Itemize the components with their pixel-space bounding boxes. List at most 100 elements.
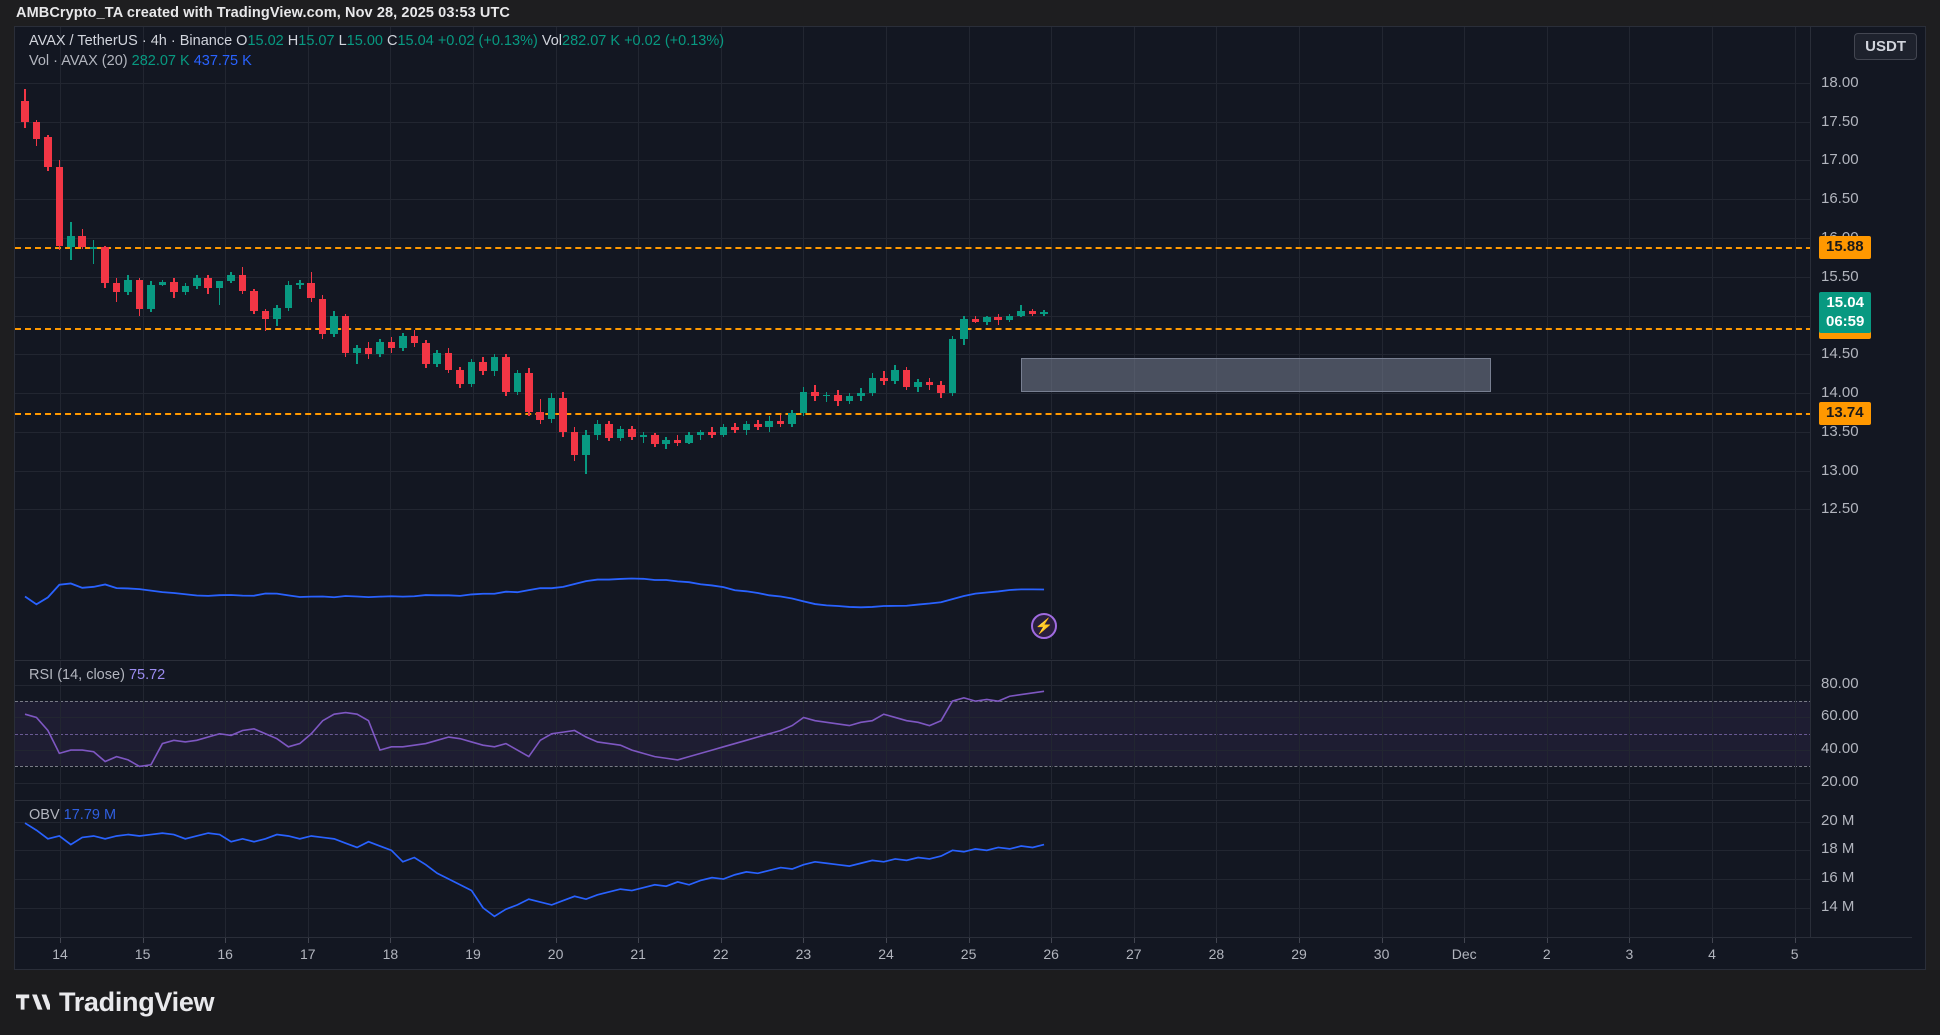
time-axis-label: 20 [547, 946, 564, 962]
candle-body [914, 382, 922, 387]
time-axis-tick [1546, 938, 1548, 943]
price-pane[interactable]: ⚡ AVAX / TetherUS · 4h · Binance O15.02 … [15, 27, 1912, 659]
time-axis-label: 3 [1625, 946, 1634, 962]
candle-body [857, 393, 865, 397]
obv-line [24, 822, 1045, 918]
rsi-indicator-legend[interactable]: RSI (14, close) 75.72 [29, 667, 165, 683]
gridline-v [473, 27, 474, 659]
candle-wick [92, 239, 95, 265]
obv-axis-tick: 18 M [1821, 840, 1855, 858]
candle-body [101, 247, 109, 283]
price-level-line[interactable] [15, 413, 1912, 416]
time-axis-label: 24 [878, 946, 894, 962]
gridline-v [803, 801, 805, 937]
candle-body [719, 427, 728, 436]
gridline-h [15, 431, 1912, 433]
price-level-badge[interactable]: 13.74 [1819, 402, 1871, 425]
legend-interval[interactable]: 4h [150, 33, 167, 49]
candle-body [227, 275, 235, 282]
candle-body [673, 439, 682, 443]
time-axis-label: 14 [52, 946, 68, 962]
last-price-badge[interactable]: 15.04 06:59 [1819, 292, 1872, 334]
gridline-v [555, 27, 557, 659]
candle-body [135, 279, 144, 310]
time-axis[interactable]: 14 15 16 17 18 19 20 21 22 23 24 25 26 27 28 29 30 Dec 2 3 4… [15, 937, 1912, 969]
gridline-v [1299, 801, 1300, 937]
time-axis-label: 30 [1373, 946, 1390, 962]
candle-body [559, 397, 567, 432]
candle-body [811, 391, 819, 397]
candle-body [55, 166, 64, 246]
obv-legend-title: OBV [29, 807, 60, 823]
legend-volume-change: +0.02 [624, 33, 661, 49]
gridline-v [968, 661, 970, 799]
time-axis-tick [225, 938, 227, 943]
gridline-v [1381, 27, 1383, 659]
candle-body [639, 435, 648, 437]
gridline-v [473, 801, 474, 937]
candle-body [628, 428, 636, 437]
gridline-v [1712, 801, 1713, 937]
legend-symbol[interactable]: AVAX / TetherUS [29, 33, 138, 49]
gridline-v [1712, 27, 1713, 659]
volume-ma-polyline [24, 577, 1045, 609]
gridline-h [15, 199, 1912, 201]
volume-indicator-legend[interactable]: Vol · AVAX (20) 282.07 K 437.75 K [29, 53, 252, 69]
price-level-line[interactable] [15, 247, 1912, 250]
rsi-band-line [15, 733, 1912, 735]
attribution-text: AMBCrypto_TA created with TradingView.co… [16, 5, 510, 21]
rsi-legend-value: 75.72 [128, 667, 166, 683]
gridline-v [1216, 661, 1218, 799]
candle-body [1040, 312, 1048, 315]
gridline-h [15, 276, 1912, 278]
last-price-countdown: 06:59 [1826, 312, 1865, 330]
time-axis-label: 15 [134, 946, 151, 962]
gridline-v [142, 801, 144, 937]
candle-body [960, 318, 968, 339]
time-axis-label: 21 [630, 946, 646, 962]
gridline-h [15, 907, 1912, 909]
obv-pane-background [15, 801, 1912, 937]
rsi-line [24, 690, 1045, 768]
candle-body [32, 121, 41, 139]
gridline-v [225, 27, 227, 659]
candle-body [364, 348, 373, 355]
obv-pane[interactable]: OBV 17.79 M [15, 800, 1912, 937]
rsi-pane[interactable]: RSI (14, close) 75.72 [15, 660, 1912, 799]
candle-body [67, 236, 75, 248]
gridline-v [555, 661, 557, 799]
time-axis-tick [60, 938, 61, 943]
candle-body [44, 137, 52, 167]
gridline-v [60, 661, 61, 799]
gridline-h [15, 509, 1912, 511]
candle-body [410, 335, 419, 344]
price-level-badge[interactable]: 15.88 [1819, 236, 1871, 259]
gridline-h [15, 717, 1912, 719]
gridline-v [886, 801, 887, 937]
gridline-v [1546, 27, 1548, 659]
volume-legend-ma: 437.75 K [193, 53, 252, 69]
legend-close-value: 15.04 [397, 33, 434, 49]
gridline-h [15, 750, 1912, 752]
rsi-band-line [15, 766, 1912, 768]
gridline-v [720, 801, 722, 937]
chart-frame[interactable]: ⚡ AVAX / TetherUS · 4h · Binance O15.02 … [14, 26, 1926, 970]
gridline-v [638, 801, 640, 937]
candle-wick [779, 414, 782, 428]
obv-indicator-legend[interactable]: OBV 17.79 M [29, 807, 116, 823]
supply-demand-zone[interactable] [1021, 358, 1491, 392]
candle-wick [264, 309, 267, 332]
candle-body [181, 286, 190, 293]
candle-body [1028, 310, 1037, 314]
candle-body [387, 341, 396, 349]
candle-body [765, 421, 774, 428]
candle-body [376, 341, 384, 355]
price-axis[interactable]: USDT 18.0017.5017.0016.5016.0015.5015.00… [1810, 27, 1925, 969]
candle-body [444, 352, 453, 370]
lightning-bolt-icon[interactable]: ⚡ [1031, 613, 1058, 639]
gridline-v [886, 661, 887, 799]
legend-close-label: C [387, 33, 398, 49]
time-axis-label: 22 [713, 946, 729, 962]
gridline-v [1629, 27, 1631, 659]
candle-body [204, 278, 212, 288]
